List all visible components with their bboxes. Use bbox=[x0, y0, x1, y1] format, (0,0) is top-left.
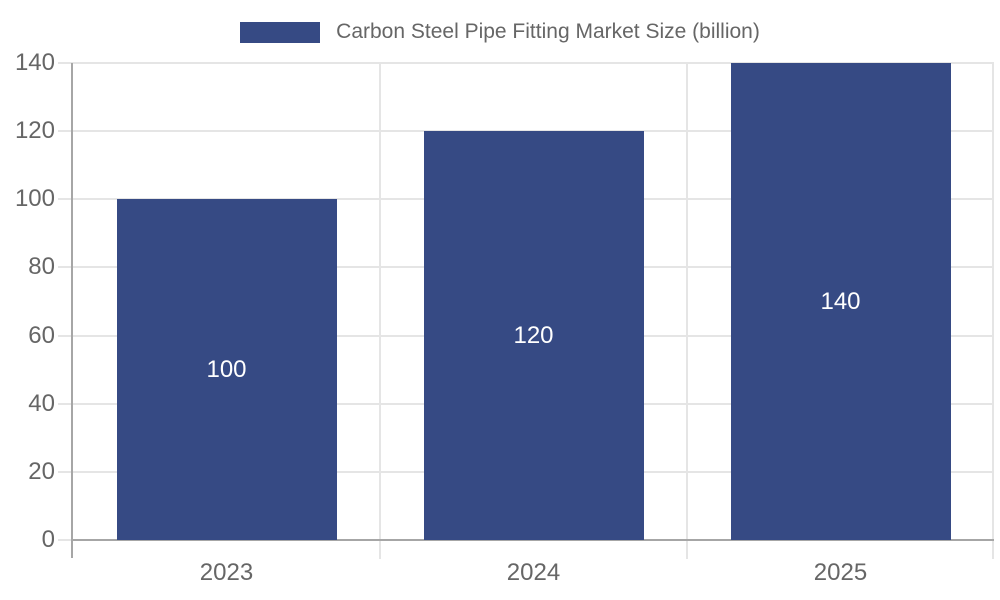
y-tick-mark bbox=[58, 266, 73, 269]
gridline-x bbox=[686, 63, 688, 559]
gridline-x bbox=[379, 63, 381, 559]
legend[interactable]: Carbon Steel Pipe Fitting Market Size (b… bbox=[0, 20, 1000, 44]
y-tick-mark bbox=[58, 402, 73, 405]
y-tick-label: 100 bbox=[14, 185, 55, 213]
y-tick-mark bbox=[58, 539, 73, 541]
y-axis-line bbox=[71, 63, 73, 558]
y-tick-mark bbox=[58, 334, 73, 337]
y-tick-label: 120 bbox=[14, 117, 55, 145]
gridline-y bbox=[73, 62, 994, 64]
y-tick-label: 40 bbox=[28, 389, 55, 417]
y-tick-label: 0 bbox=[41, 526, 55, 553]
y-tick-mark bbox=[58, 130, 73, 133]
y-tick-mark bbox=[58, 198, 73, 201]
y-tick-label: 140 bbox=[14, 49, 55, 76]
bar: 120 bbox=[423, 131, 644, 540]
plot-area: 0 20 40 60 80 100 120 140 100 2023 120 2024 140 2025 bbox=[15, 50, 994, 586]
bar-value-label: 140 bbox=[820, 287, 861, 315]
x-tick-label: 2025 bbox=[813, 559, 868, 586]
x-axis-line bbox=[73, 539, 994, 541]
bar-value-label: 120 bbox=[513, 321, 554, 349]
y-tick-mark bbox=[58, 62, 73, 64]
x-tick-label: 2024 bbox=[506, 559, 561, 586]
x-tick-label: 2023 bbox=[199, 559, 254, 586]
y-tick-label: 60 bbox=[28, 321, 55, 349]
y-tick-mark bbox=[58, 470, 73, 473]
legend-swatch-icon bbox=[240, 21, 321, 43]
bar-value-label: 100 bbox=[206, 355, 247, 383]
y-tick-label: 20 bbox=[28, 457, 55, 485]
bar: 140 bbox=[730, 63, 951, 540]
y-tick-label: 80 bbox=[28, 253, 55, 281]
legend-label: Carbon Steel Pipe Fitting Market Size (b… bbox=[336, 20, 760, 43]
plot-right-border bbox=[992, 63, 994, 559]
bar: 100 bbox=[116, 199, 337, 540]
